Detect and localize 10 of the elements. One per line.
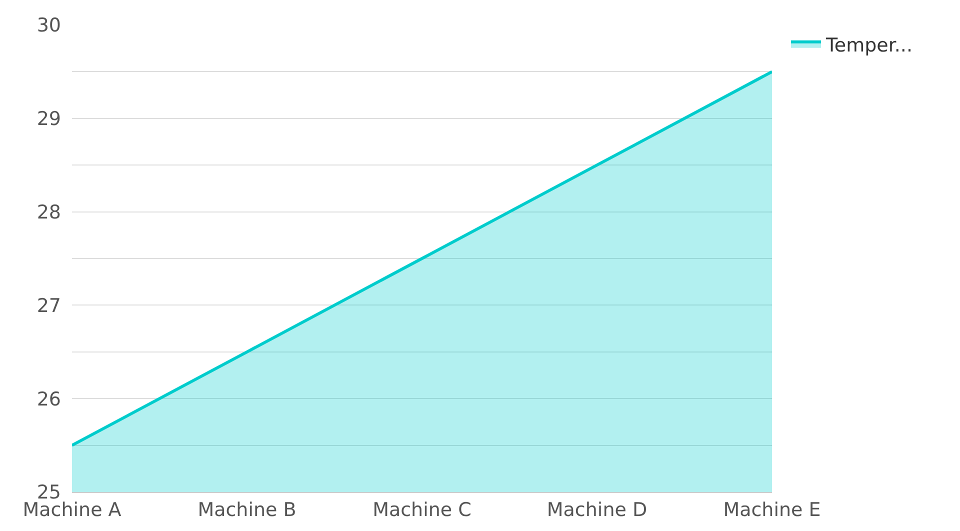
x-tick-label: Machine B — [198, 498, 296, 521]
legend-label: Temper... — [825, 34, 913, 56]
y-tick-label: 28 — [36, 201, 61, 224]
y-tick-label: 29 — [36, 108, 61, 130]
y-tick-label: 30 — [36, 14, 61, 37]
x-tick-label: Machine C — [372, 498, 472, 521]
y-tick-label: 26 — [36, 388, 61, 410]
y-tick-label: 27 — [36, 294, 61, 317]
x-tick-label: Machine D — [546, 498, 648, 521]
x-tick-label: Machine E — [723, 498, 821, 521]
